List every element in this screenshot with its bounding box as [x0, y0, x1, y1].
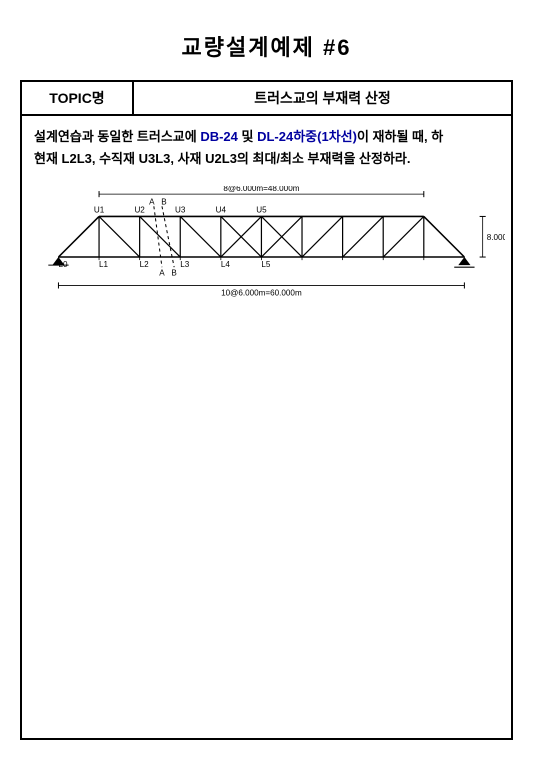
topic-label: TOPIC명	[22, 82, 134, 114]
problem-blue-2: DL-24하중(1차선)	[257, 129, 357, 144]
problem-statement: 설계연습과 동일한 트러스교에 DB-24 및 DL-24하중(1차선)이 재하…	[22, 116, 511, 176]
svg-text:A: A	[159, 268, 165, 277]
page-title: 교량설계예제 #6	[20, 30, 513, 62]
svg-text:U4: U4	[216, 206, 227, 215]
problem-text-3: 이 재하될 때, 하	[357, 129, 443, 144]
svg-text:L3: L3	[180, 260, 190, 269]
svg-text:B: B	[171, 268, 176, 277]
problem-text-1: 설계연습과 동일한 트러스교에	[34, 129, 200, 144]
svg-text:U5: U5	[256, 206, 267, 215]
truss-svg: ABABU1U2U3U4U5L0L1L2L3L4L58@6.000m=48.00…	[28, 186, 505, 308]
document-frame: TOPIC명 트러스교의 부재력 산정 설계연습과 동일한 트러스교에 DB-2…	[20, 80, 513, 740]
truss-diagram: ABABU1U2U3U4U5L0L1L2L3L4L58@6.000m=48.00…	[22, 176, 511, 323]
svg-text:U3: U3	[175, 206, 186, 215]
svg-text:A: A	[149, 197, 155, 206]
svg-text:L0: L0	[58, 260, 68, 269]
svg-text:U1: U1	[94, 206, 105, 215]
problem-text-4: 현재 L2L3, 수직재 U3L3, 사재 U2L3의 최대/최소 부재력을 산…	[34, 151, 410, 166]
problem-text-2: 및	[238, 129, 257, 144]
svg-text:L1: L1	[99, 260, 109, 269]
svg-text:8.000m: 8.000m	[487, 233, 505, 242]
topic-row: TOPIC명 트러스교의 부재력 산정	[22, 82, 511, 116]
svg-text:B: B	[161, 197, 166, 206]
topic-value: 트러스교의 부재력 산정	[134, 82, 511, 114]
svg-text:10@6.000m=60.000m: 10@6.000m=60.000m	[221, 289, 302, 298]
svg-text:L4: L4	[221, 260, 231, 269]
svg-text:L5: L5	[261, 260, 271, 269]
problem-blue-1: DB-24	[200, 129, 238, 144]
svg-text:L2: L2	[140, 260, 150, 269]
svg-text:U2: U2	[134, 206, 145, 215]
svg-text:8@6.000m=48.000m: 8@6.000m=48.000m	[223, 186, 299, 193]
